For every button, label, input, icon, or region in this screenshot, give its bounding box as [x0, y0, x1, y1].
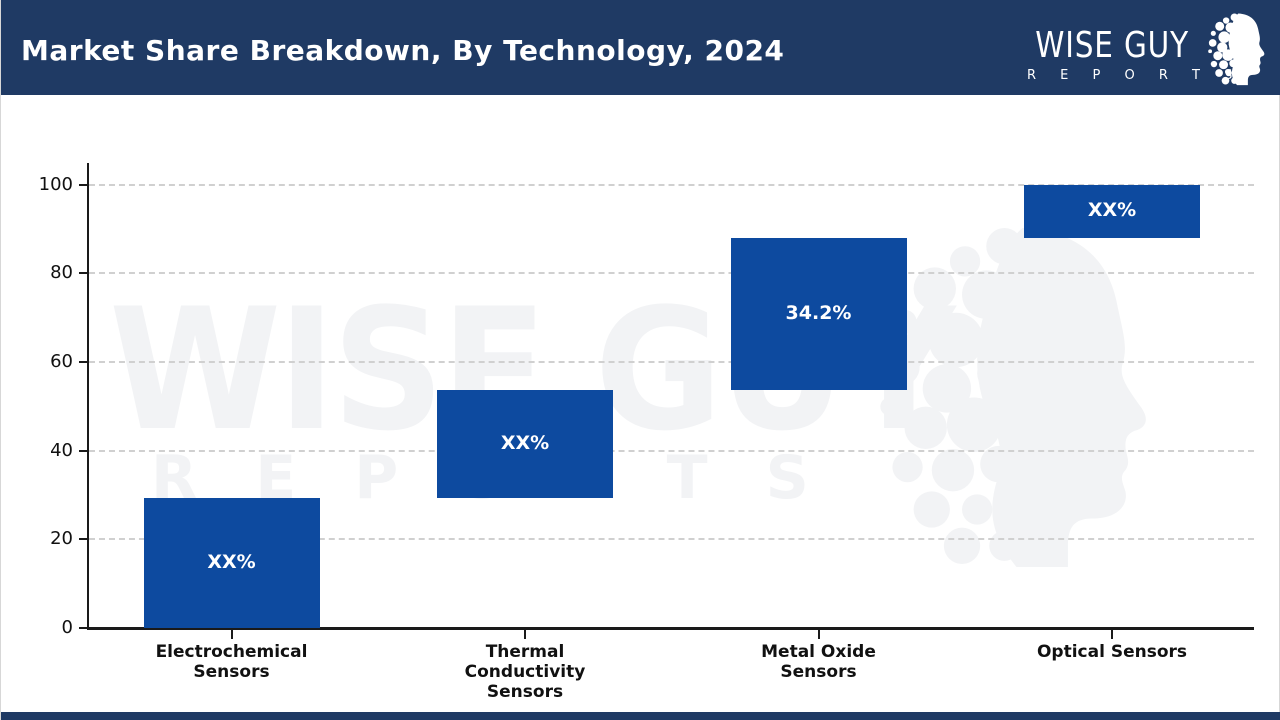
bar-metal-oxide-sensors: 34.2% [730, 238, 907, 390]
logo-face-profile-icon [1208, 13, 1265, 86]
wise-guy-reports-logo: WISE GUY R E P O R T S [1019, 5, 1269, 93]
gridline-100 [89, 183, 1254, 186]
y-axis-tick-label: 20 [50, 528, 73, 550]
y-axis-tick-label: 80 [50, 262, 73, 284]
y-axis-line [87, 163, 89, 630]
gridline-20 [89, 538, 1254, 541]
x-axis-category-label: Thermal Conductivity Sensors [464, 642, 586, 702]
chart-title: Market Share Breakdown, By Technology, 2… [21, 34, 785, 67]
x-axis-category-label: Electrochemical Sensors [155, 642, 308, 682]
watermark-face-profile-icon [880, 228, 1146, 567]
bar-value-label: XX% [500, 431, 550, 454]
x-axis-tick-mark [524, 630, 526, 639]
bar-optical-sensors: XX% [1024, 184, 1200, 239]
y-axis-tick-mark [79, 449, 88, 452]
gridline-40 [89, 449, 1254, 452]
x-axis-tick-mark [230, 630, 233, 639]
x-axis-line [87, 627, 1254, 630]
bar-thermal-conductivity-sensors: XX% [437, 389, 613, 499]
gridline-80 [89, 272, 1254, 275]
y-axis-tick-mark [79, 627, 88, 629]
gridline-60 [89, 360, 1254, 363]
y-axis-tick-mark [79, 272, 88, 275]
logo-wordmark: WISE GUY R E P O R T S [1027, 25, 1243, 83]
y-axis-tick-mark [79, 538, 88, 541]
bar-value-label: XX% [1087, 199, 1137, 222]
y-axis-tick-label: 0 [61, 617, 73, 638]
y-axis-tick-label: 100 [38, 173, 73, 195]
bar-value-label: XX% [207, 551, 256, 574]
x-axis-tick-mark [817, 630, 820, 639]
y-axis-tick-mark [79, 183, 88, 186]
x-axis-category-label: Metal Oxide Sensors [761, 642, 876, 682]
x-axis-tick-mark [1111, 630, 1113, 639]
x-axis-category-label: Optical Sensors [1036, 642, 1188, 662]
bar-value-label: 34.2% [785, 301, 852, 324]
y-axis-tick-label: 60 [50, 350, 73, 372]
y-axis-tick-mark [79, 360, 88, 363]
header-banner: Market Share Breakdown, By Technology, 2… [1, 0, 1280, 95]
footer-bar [1, 712, 1280, 720]
y-axis-tick-label: 40 [50, 439, 73, 461]
bar-electrochemical-sensors: XX% [143, 498, 320, 628]
